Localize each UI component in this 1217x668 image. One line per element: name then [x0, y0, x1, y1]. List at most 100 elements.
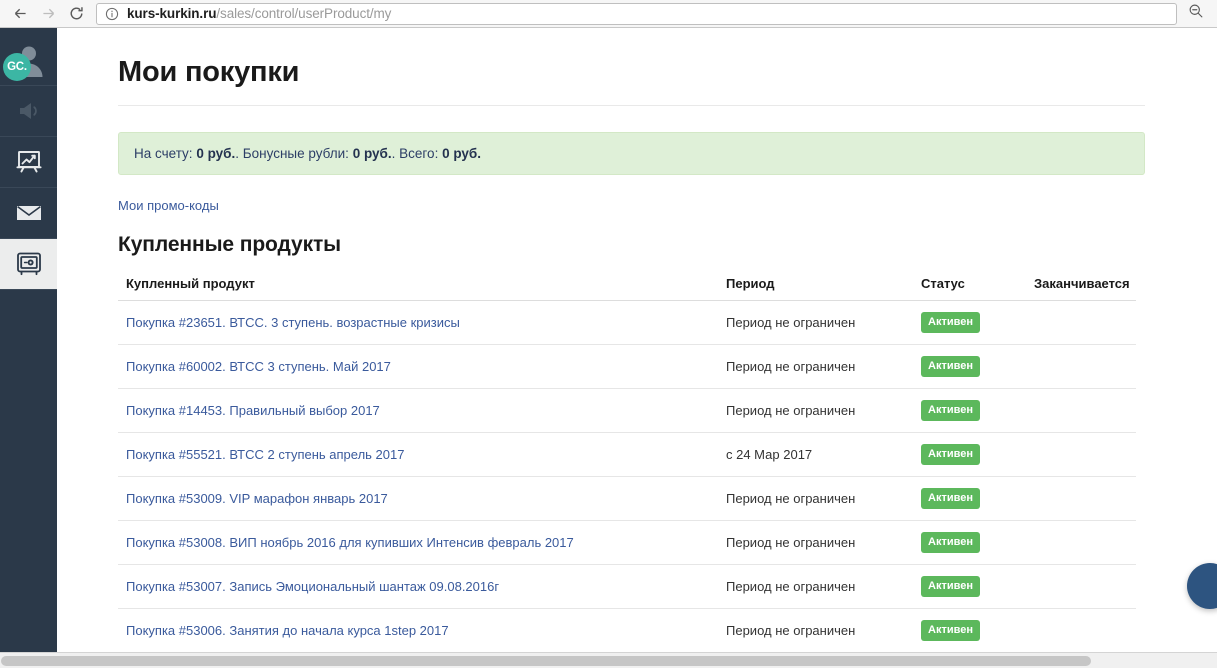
page-viewport: GC.	[0, 28, 1217, 668]
address-bar[interactable]: kurs-kurkin.ru/sales/control/userProduct…	[96, 2, 1177, 25]
url-path: /sales/control/userProduct/my	[216, 6, 392, 21]
cell-period: Период не ограничен	[718, 476, 913, 521]
product-link[interactable]: Покупка #14453. Правильный выбор 2017	[126, 403, 380, 418]
cell-period: Период не ограничен	[718, 564, 913, 609]
title-divider	[118, 105, 1145, 106]
safe-vault-icon	[14, 249, 44, 279]
table-row: Покупка #14453. Правильный выбор 2017 Пер…	[118, 388, 1136, 433]
cell-product: Покупка #53008. ВИП ноябрь 2016 для купи…	[118, 520, 718, 565]
balance-bonus-value: 0 руб.	[352, 146, 392, 161]
section-title-purchased-products: Купленные продукты	[118, 233, 341, 256]
sidebar-item-messages[interactable]	[0, 188, 57, 239]
cell-status: Активен	[913, 476, 1026, 521]
horizontal-scrollbar-thumb[interactable]	[1, 656, 1091, 666]
table-row: Покупка #60002. ВТСС 3 ступень. Май 2017…	[118, 344, 1136, 389]
forward-arrow-icon	[40, 5, 57, 22]
cell-product: Покупка #53009. VIP марафон январь 2017	[118, 476, 718, 521]
reload-button[interactable]	[62, 1, 90, 27]
table-row: Покупка #53007. Запись Эмоциональный шан…	[118, 564, 1136, 609]
cell-period: Период не ограничен	[718, 608, 913, 652]
cell-period: Период не ограничен	[718, 520, 913, 565]
product-link[interactable]: Покупка #53007. Запись Эмоциональный шан…	[126, 579, 500, 594]
product-link[interactable]: Покупка #53006. Занятия до начала курса …	[126, 623, 449, 638]
forward-button[interactable]	[34, 1, 62, 27]
main-content: Мои покупки На счету: 0 руб.. Бонусные р…	[57, 28, 1217, 652]
cell-ends	[1026, 564, 1136, 609]
left-sidebar: GC.	[0, 28, 57, 652]
cell-ends	[1026, 520, 1136, 565]
back-button[interactable]	[6, 1, 34, 27]
cell-status: Активен	[913, 564, 1026, 609]
product-link[interactable]: Покупка #23651. ВТСС. 3 ступень. возраст…	[126, 315, 460, 330]
url-host: kurs-kurkin.ru	[127, 6, 217, 21]
cell-product: Покупка #53007. Запись Эмоциональный шан…	[118, 564, 718, 609]
sidebar-item-profile[interactable]: GC.	[0, 28, 57, 86]
cell-ends	[1026, 388, 1136, 433]
sidebar-item-my-purchases[interactable]	[0, 239, 57, 290]
horizontal-scrollbar[interactable]	[0, 652, 1217, 668]
status-badge: Активен	[921, 488, 980, 509]
sidebar-item-statistics[interactable]	[0, 137, 57, 188]
cell-period: Период не ограничен	[718, 344, 913, 389]
cell-status: Активен	[913, 520, 1026, 565]
balance-total-label: Всего:	[399, 146, 439, 161]
status-badge: Активен	[921, 444, 980, 465]
cell-status: Активен	[913, 344, 1026, 389]
browser-toolbar: kurs-kurkin.ru/sales/control/userProduct…	[0, 0, 1217, 28]
megaphone-icon	[16, 98, 42, 124]
status-badge: Активен	[921, 532, 980, 553]
cell-ends	[1026, 476, 1136, 521]
balance-account-value: 0 руб.	[196, 146, 236, 161]
column-header-status: Статус	[913, 269, 1026, 301]
cell-product: Покупка #14453. Правильный выбор 2017	[118, 388, 718, 433]
zoom-out-magnifier-icon	[1188, 3, 1204, 24]
status-badge: Активен	[921, 576, 980, 597]
table-row: Покупка #53006. Занятия до начала курса …	[118, 608, 1136, 652]
avatar-initials-badge: GC.	[3, 53, 31, 81]
product-link[interactable]: Покупка #60002. ВТСС 3 ступень. Май 2017	[126, 359, 391, 374]
reload-icon	[68, 5, 85, 22]
cell-product: Покупка #53006. Занятия до начала курса …	[118, 608, 718, 652]
product-link[interactable]: Покупка #55521. ВТСС 2 ступень апрель 20…	[126, 447, 405, 462]
balance-sep-1: .	[235, 146, 240, 161]
cell-ends	[1026, 432, 1136, 477]
table-header-row: Купленный продукт Период Статус Заканчив…	[118, 269, 1136, 301]
table-row: Покупка #23651. ВТСС. 3 ступень. возраст…	[118, 301, 1136, 345]
product-link[interactable]: Покупка #53008. ВИП ноябрь 2016 для купи…	[126, 535, 574, 550]
cell-status: Активен	[913, 608, 1026, 652]
purchases-table: Купленный продукт Период Статус Заканчив…	[118, 269, 1136, 652]
table-row: Покупка #53009. VIP марафон январь 2017 П…	[118, 476, 1136, 521]
status-badge: Активен	[921, 356, 980, 377]
purchases-table-head: Купленный продукт Период Статус Заканчив…	[118, 269, 1136, 301]
table-row: Покупка #53008. ВИП ноябрь 2016 для купи…	[118, 520, 1136, 565]
cell-period: Период не ограничен	[726, 315, 856, 330]
balance-total-value: 0 руб.	[442, 146, 482, 161]
my-promo-codes-link[interactable]: Мои промо-коды	[118, 198, 219, 213]
cell-product: Покупка #55521. ВТСС 2 ступень апрель 20…	[118, 432, 718, 477]
page-title: Мои покупки	[118, 56, 300, 88]
cell-ends	[1026, 301, 1136, 345]
column-header-period: Период	[718, 269, 913, 301]
status-badge: Активен	[921, 620, 980, 641]
cell-period: с 24 Мар 2017	[718, 432, 913, 477]
status-badge: Активен	[921, 312, 980, 333]
balance-alert: На счету: 0 руб.. Бонусные рубли: 0 руб.…	[118, 132, 1145, 175]
sidebar-item-megaphone[interactable]	[0, 86, 57, 137]
balance-sep-2: .	[391, 146, 396, 161]
zoom-button[interactable]	[1181, 1, 1211, 27]
table-row: Покупка #55521. ВТСС 2 ступень апрель 20…	[118, 432, 1136, 477]
product-link[interactable]: Покупка #53009. VIP марафон январь 2017	[126, 491, 388, 506]
status-badge: Активен	[921, 400, 980, 421]
info-circle-icon[interactable]	[105, 7, 119, 21]
envelope-icon	[14, 198, 44, 228]
balance-bonus-label: Бонусные рубли:	[242, 146, 349, 161]
column-header-product: Купленный продукт	[118, 269, 718, 301]
cell-product: Покупка #60002. ВТСС 3 ступень. Май 2017	[118, 344, 718, 389]
cell-period: Период не ограничен	[718, 388, 913, 433]
cell-ends	[1026, 344, 1136, 389]
cell-status: Активен	[913, 301, 1026, 345]
address-bar-url: kurs-kurkin.ru/sales/control/userProduct…	[127, 6, 391, 21]
back-arrow-icon	[12, 5, 29, 22]
cell-product: Покупка #23651. ВТСС. 3 ступень. возраст…	[118, 301, 718, 345]
help-chat-bubble[interactable]	[1187, 563, 1217, 609]
